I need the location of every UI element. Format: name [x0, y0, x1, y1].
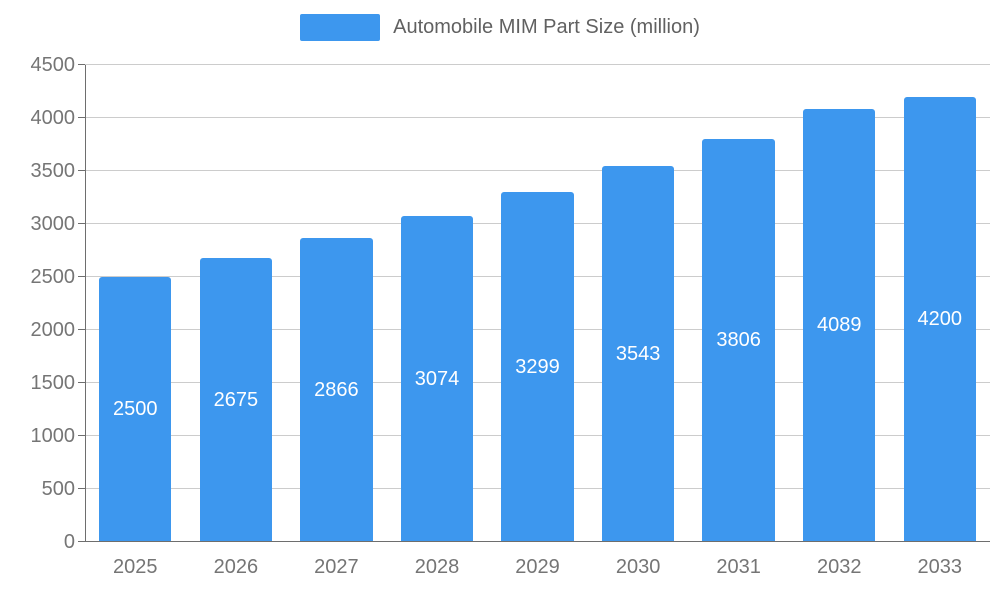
- y-tick-label: 2500: [30, 266, 76, 288]
- y-axis-tick: [78, 276, 85, 277]
- legend-label: Automobile MIM Part Size (million): [393, 16, 700, 38]
- x-tick-label: 2030: [615, 556, 661, 578]
- x-axis-labels: 2025 2026 2027 2028 2029 2030 2031 2032 2033: [85, 556, 990, 579]
- bar-value-label: 3074: [414, 367, 460, 390]
- bar-2032[interactable]: 4089: [803, 108, 876, 542]
- y-axis-tick: [78, 541, 85, 542]
- y-tick-label: 0: [63, 531, 75, 553]
- y-tick-label: 2000: [30, 319, 76, 341]
- y-tick-label: 4000: [30, 107, 76, 129]
- bar-band: 4089: [789, 65, 890, 542]
- bar-2031[interactable]: 3806: [702, 138, 775, 542]
- bar-value-label: 4089: [816, 313, 862, 336]
- bar-2025[interactable]: 2500: [99, 277, 172, 542]
- x-tick-label: 2025: [113, 556, 158, 578]
- bar-value-label: 3543: [615, 342, 661, 365]
- bar-value-label: 2500: [113, 398, 158, 420]
- y-axis-line: [85, 65, 86, 542]
- x-tick-label: 2027: [314, 556, 359, 578]
- y-axis-tick: [78, 117, 85, 118]
- bar-2030[interactable]: 3543: [601, 166, 675, 542]
- bar-value-label: 2675: [213, 388, 259, 411]
- legend-swatch-icon: [300, 14, 381, 41]
- bar-band: 3074: [387, 65, 488, 542]
- y-axis-tick: [78, 329, 85, 330]
- bar-2029[interactable]: 3299: [501, 192, 574, 542]
- y-axis-labels: 0 500 1000 1500 2000 2500 3000 3500 4000 4500: [0, 55, 76, 552]
- y-axis-tick: [78, 64, 85, 65]
- y-tick-label: 500: [41, 478, 75, 500]
- bar-value-label: 3806: [716, 328, 761, 351]
- bar-2028[interactable]: 3074: [400, 216, 474, 542]
- gridline: [85, 64, 990, 65]
- bar-value-label: 2866: [314, 378, 359, 401]
- y-axis-tick: [78, 170, 85, 171]
- y-axis-tick: [78, 382, 85, 384]
- x-axis-line: [85, 541, 990, 542]
- bar-band: 2500: [85, 65, 186, 542]
- bars: 2500 2675 2866 3074 3299 3543 3806 4089 4200: [85, 65, 990, 542]
- y-axis-tick: [78, 488, 85, 489]
- y-tick-label: 3500: [30, 160, 76, 182]
- bar-band: 3543: [588, 65, 689, 542]
- bar-value-label: 4200: [917, 307, 963, 330]
- x-tick-label: 2033: [917, 556, 963, 578]
- x-tick-label: 2029: [515, 556, 560, 578]
- y-tick-label: 3000: [30, 213, 76, 236]
- bar-value-label: 3299: [515, 355, 560, 378]
- x-tick-label: 2032: [816, 556, 862, 578]
- bar-band: 3806: [688, 65, 789, 542]
- x-tick-label: 2026: [213, 556, 259, 578]
- bar-band: 4200: [890, 65, 991, 542]
- bar-band: 2866: [286, 65, 387, 542]
- bar-2027[interactable]: 2866: [300, 238, 373, 542]
- plot-area: 2500 2675 2866 3074 3299 3543 3806 4089 4200: [78, 64, 990, 542]
- y-tick-label: 1000: [30, 425, 76, 447]
- gridline: [85, 170, 990, 171]
- y-tick-label: 4500: [30, 54, 76, 76]
- y-axis-tick: [78, 435, 85, 436]
- bar-2033[interactable]: 4200: [903, 96, 976, 542]
- bar-2026[interactable]: 2675: [199, 258, 273, 542]
- chart-legend[interactable]: Automobile MIM Part Size (million): [0, 14, 1000, 41]
- y-axis-tick: [78, 223, 85, 225]
- x-tick-label: 2028: [414, 556, 460, 578]
- bar-band: 3299: [487, 65, 588, 542]
- y-tick-label: 1500: [30, 372, 76, 395]
- bar-band: 2675: [186, 65, 287, 542]
- gridline: [85, 117, 990, 118]
- x-tick-label: 2031: [716, 556, 761, 578]
